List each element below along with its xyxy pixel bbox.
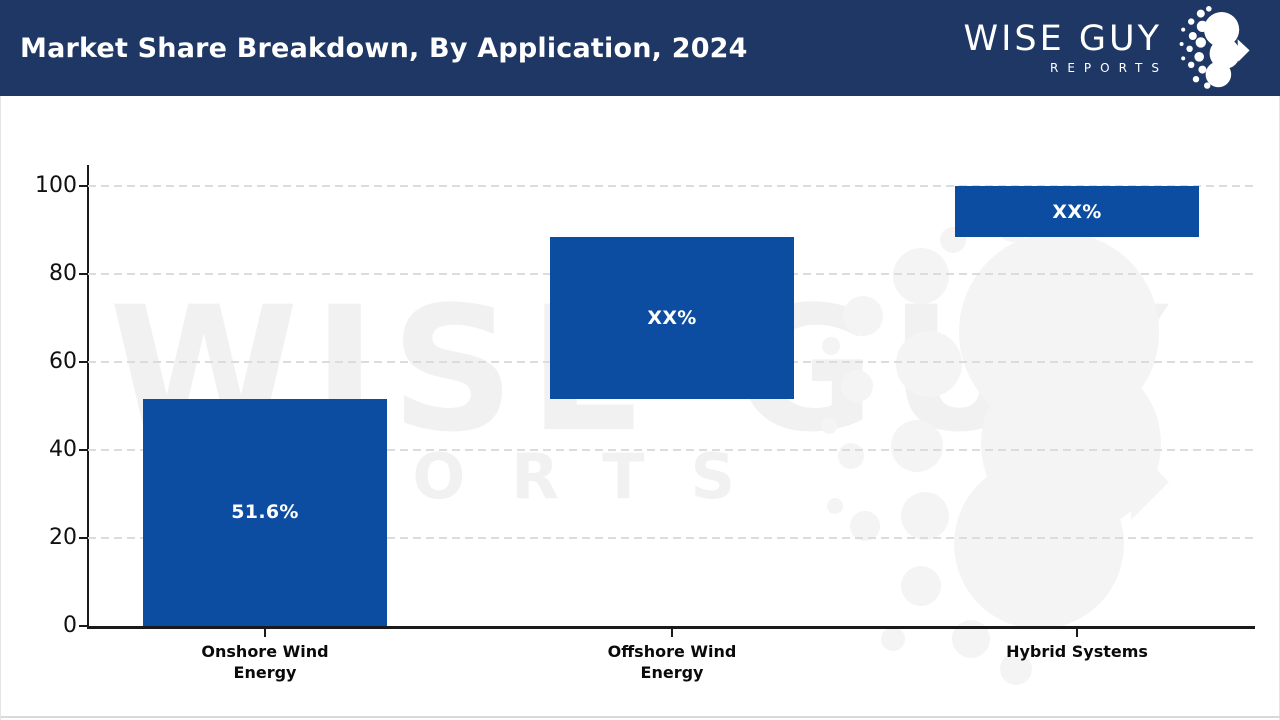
gridline-40	[88, 449, 1255, 451]
x-tick-2	[1076, 629, 1078, 637]
bar-value-label: XX%	[647, 306, 697, 329]
y-tick-label-100: 100	[35, 173, 77, 198]
bar-hybrid-systems: XX%	[955, 186, 1199, 238]
y-tick-label-80: 80	[49, 261, 77, 286]
bottom-divider	[1, 716, 1280, 718]
logo-text: WISE GUY REPORTS	[963, 18, 1162, 75]
x-tick-0	[264, 629, 266, 637]
y-tick-0	[79, 625, 87, 627]
y-tick-20	[79, 537, 87, 539]
x-axis-line	[87, 626, 1255, 629]
y-tick-label-0: 0	[63, 613, 77, 638]
bar-value-label: 51.6%	[231, 501, 299, 524]
y-tick-80	[79, 273, 87, 275]
gridline-100	[88, 185, 1255, 187]
x-category-label: Hybrid Systems	[1006, 642, 1148, 661]
bar-onshore-wind-energy: 51.6%	[143, 398, 387, 626]
bar-offshore-wind-energy: XX%	[550, 237, 794, 399]
y-tick-label-60: 60	[49, 349, 77, 374]
y-tick-40	[79, 449, 87, 451]
x-category-label: Onshore Wind Energy	[201, 642, 329, 682]
y-axis-line	[87, 165, 89, 628]
y-tick-60	[79, 361, 87, 363]
logo-wordmark: WISE GUY	[963, 18, 1162, 59]
y-tick-100	[79, 185, 87, 187]
x-tick-1	[671, 629, 673, 637]
logo-head-icon	[1179, 6, 1250, 89]
bar-value-label: XX%	[1052, 200, 1102, 223]
watermark-head-icon	[821, 214, 1169, 685]
y-tick-label-40: 40	[49, 437, 77, 462]
x-category-label: Offshore Wind Energy	[607, 642, 737, 682]
gridline-20	[88, 537, 1255, 539]
page-title: Market Share Breakdown, By Application, …	[20, 32, 748, 64]
header-bar: Market Share Breakdown, By Application, …	[0, 0, 1280, 96]
chart-canvas: WISE GUY REPORTS 02	[0, 96, 1280, 720]
y-tick-label-20: 20	[49, 525, 77, 550]
wise-guy-reports-logo: WISE GUY REPORTS	[963, 4, 1254, 92]
logo-subtitle: REPORTS	[1049, 60, 1168, 75]
